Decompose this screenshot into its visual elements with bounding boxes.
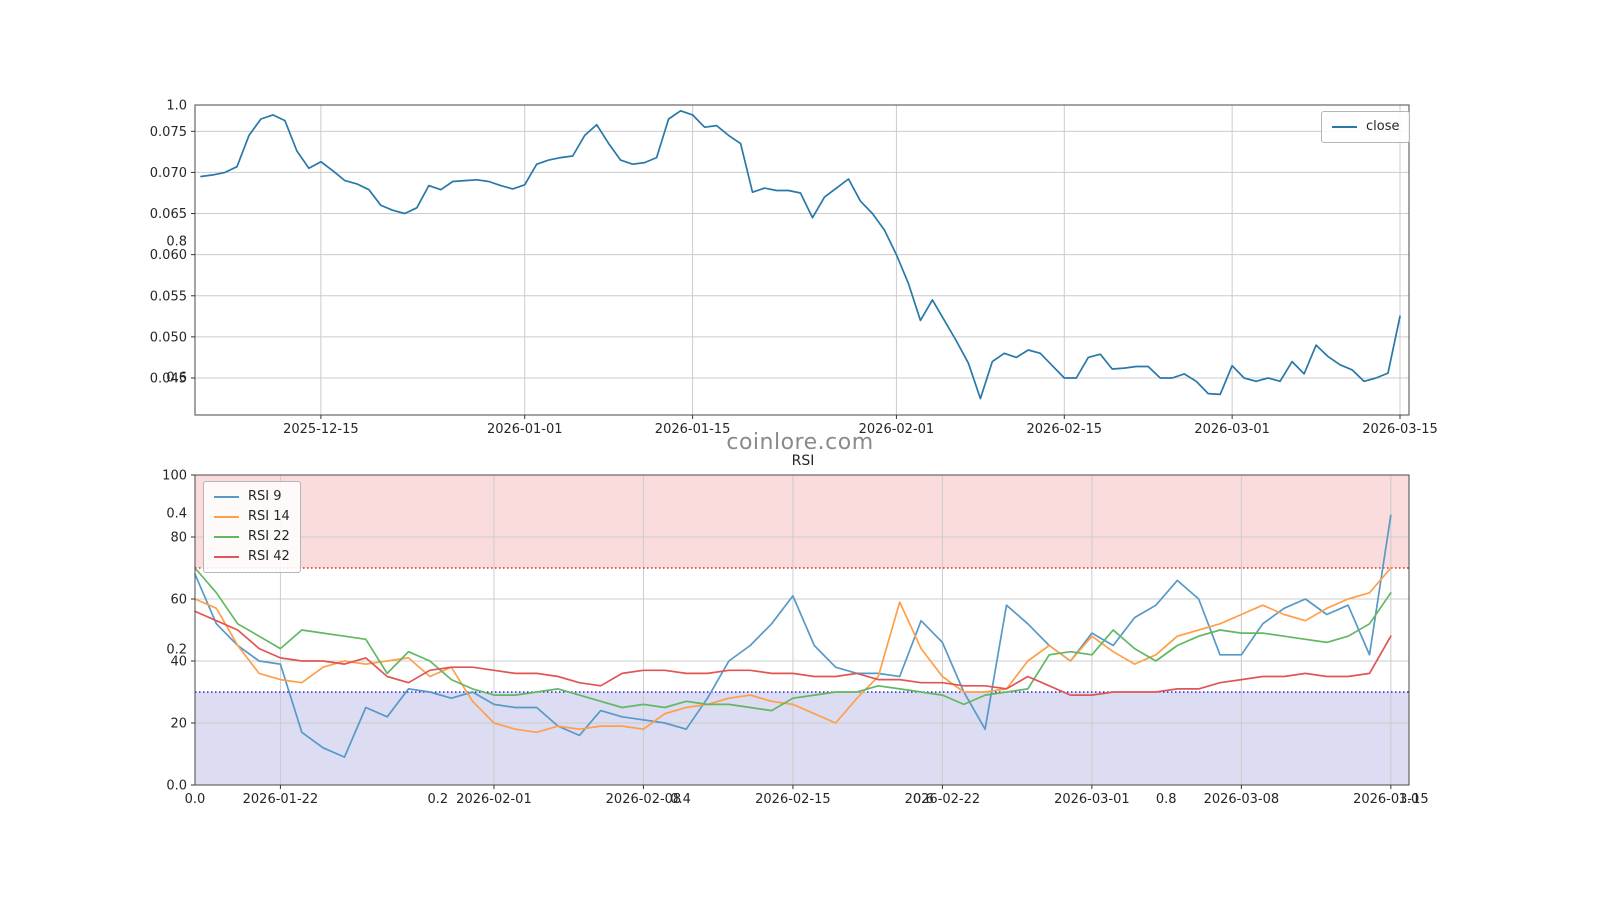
svg-text:2026-03-08: 2026-03-08: [1204, 792, 1280, 807]
svg-text:1.0: 1.0: [1399, 792, 1420, 807]
rsi42-legend-label: RSI 42: [248, 549, 290, 564]
svg-text:100: 100: [162, 469, 187, 484]
svg-text:0.6: 0.6: [166, 371, 187, 386]
close-line-swatch: [1332, 126, 1357, 128]
svg-text:0.070: 0.070: [150, 166, 187, 181]
svg-text:0.6: 0.6: [913, 792, 934, 807]
price-legend: close: [1321, 111, 1411, 143]
svg-text:0.055: 0.055: [150, 289, 187, 304]
rsi-title: RSI: [791, 453, 815, 469]
svg-text:0.0: 0.0: [166, 779, 187, 794]
svg-text:2026-01-22: 2026-01-22: [243, 792, 319, 807]
rsi22-line-swatch: [214, 536, 239, 538]
svg-text:20: 20: [170, 717, 187, 732]
legend-row-rsi22: RSI 22: [214, 527, 290, 547]
svg-text:2026-01-15: 2026-01-15: [655, 422, 731, 437]
legend-row-rsi42: RSI 42: [214, 547, 290, 567]
svg-text:2026-02-08: 2026-02-08: [606, 792, 682, 807]
svg-text:40: 40: [170, 655, 187, 670]
svg-text:2026-03-15: 2026-03-15: [1353, 792, 1429, 807]
rsi9-legend-label: RSI 9: [248, 489, 282, 504]
watermark: coinlore.com: [726, 430, 874, 455]
legend-row-rsi9: RSI 9: [214, 487, 290, 507]
rsi22-legend-label: RSI 22: [248, 529, 290, 544]
legend-row-rsi14: RSI 14: [214, 507, 290, 527]
rsi14-legend-label: RSI 14: [248, 509, 290, 524]
rsi14-line-swatch: [214, 516, 239, 518]
svg-text:2025-12-15: 2025-12-15: [283, 422, 359, 437]
legend-row-close: close: [1332, 117, 1399, 137]
svg-text:80: 80: [170, 531, 187, 546]
svg-text:2026-02-01: 2026-02-01: [456, 792, 532, 807]
svg-text:2026-02-22: 2026-02-22: [905, 792, 981, 807]
svg-text:0.0: 0.0: [185, 792, 206, 807]
svg-text:2026-01-01: 2026-01-01: [487, 422, 563, 437]
svg-text:0.4: 0.4: [670, 792, 691, 807]
svg-text:0.4: 0.4: [166, 507, 187, 522]
svg-text:0.045: 0.045: [150, 371, 187, 386]
rsi42-line-swatch: [214, 556, 239, 558]
svg-text:0.050: 0.050: [150, 330, 187, 345]
svg-text:0.8: 0.8: [166, 235, 187, 250]
svg-text:2026-03-01: 2026-03-01: [1054, 792, 1130, 807]
svg-text:2026-02-01: 2026-02-01: [859, 422, 935, 437]
svg-text:0.075: 0.075: [150, 125, 187, 140]
svg-text:2026-02-15: 2026-02-15: [1027, 422, 1103, 437]
svg-text:0.2: 0.2: [427, 792, 448, 807]
svg-text:1.0: 1.0: [166, 99, 187, 114]
svg-text:2026-03-01: 2026-03-01: [1194, 422, 1270, 437]
svg-text:0.2: 0.2: [166, 643, 187, 658]
svg-text:0.065: 0.065: [150, 207, 187, 222]
close-legend-label: close: [1366, 119, 1400, 134]
svg-text:2026-02-15: 2026-02-15: [755, 792, 831, 807]
svg-text:2026-03-15: 2026-03-15: [1362, 422, 1438, 437]
svg-text:0.060: 0.060: [150, 248, 187, 263]
rsi-legend: RSI 9 RSI 14 RSI 22 RSI 42: [203, 481, 301, 573]
svg-text:60: 60: [170, 593, 187, 608]
rsi9-line-swatch: [214, 496, 239, 498]
svg-text:0.8: 0.8: [1156, 792, 1177, 807]
